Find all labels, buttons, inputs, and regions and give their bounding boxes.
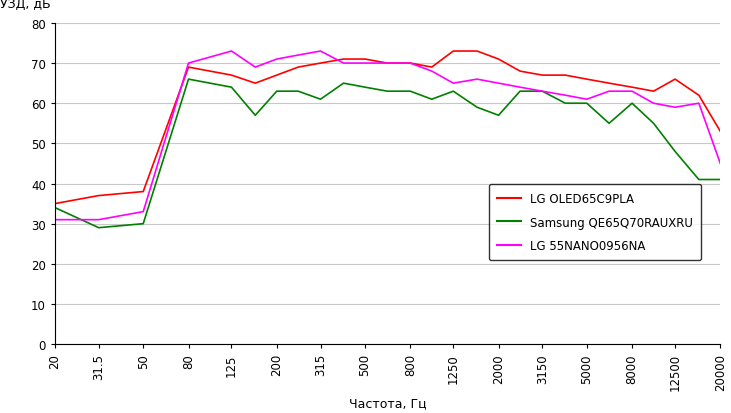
LG 55NANO0956NA: [406, 62, 414, 66]
LG OLED65C9PLA: [428, 65, 436, 70]
Samsung QE65Q70RAUXRU: [294, 90, 303, 95]
Samsung QE65Q70RAUXRU: [227, 85, 236, 90]
LG 55NANO0956NA: [670, 105, 679, 110]
Samsung QE65Q70RAUXRU: [473, 105, 482, 110]
LG OLED65C9PLA: [538, 74, 547, 78]
Line: Samsung QE65Q70RAUXRU: Samsung QE65Q70RAUXRU: [55, 80, 720, 228]
LG 55NANO0956NA: [561, 93, 569, 98]
LG 55NANO0956NA: [294, 53, 303, 58]
LG OLED65C9PLA: [494, 57, 503, 62]
LG OLED65C9PLA: [716, 130, 724, 135]
Samsung QE65Q70RAUXRU: [538, 90, 547, 95]
Samsung QE65Q70RAUXRU: [406, 90, 414, 95]
Samsung QE65Q70RAUXRU: [251, 114, 260, 119]
LG OLED65C9PLA: [561, 74, 569, 78]
Samsung QE65Q70RAUXRU: [383, 90, 392, 95]
LG 55NANO0956NA: [428, 69, 436, 74]
LG 55NANO0956NA: [360, 62, 369, 66]
LG OLED65C9PLA: [139, 190, 148, 195]
LG 55NANO0956NA: [494, 81, 503, 86]
LG OLED65C9PLA: [251, 81, 260, 86]
LG 55NANO0956NA: [605, 90, 613, 95]
Samsung QE65Q70RAUXRU: [360, 85, 369, 90]
Samsung QE65Q70RAUXRU: [428, 97, 436, 102]
LG 55NANO0956NA: [94, 218, 103, 223]
Samsung QE65Q70RAUXRU: [716, 178, 724, 183]
Samsung QE65Q70RAUXRU: [94, 225, 103, 230]
LG OLED65C9PLA: [583, 78, 591, 83]
LG 55NANO0956NA: [316, 50, 325, 55]
LG OLED65C9PLA: [670, 78, 679, 83]
LG 55NANO0956NA: [538, 90, 547, 95]
LG OLED65C9PLA: [406, 62, 414, 66]
Samsung QE65Q70RAUXRU: [561, 102, 569, 107]
LG 55NANO0956NA: [227, 50, 236, 55]
LG OLED65C9PLA: [694, 93, 703, 98]
Legend: LG OLED65C9PLA, Samsung QE65Q70RAUXRU, LG 55NANO0956NA: LG OLED65C9PLA, Samsung QE65Q70RAUXRU, L…: [488, 184, 701, 261]
LG 55NANO0956NA: [273, 57, 281, 62]
LG 55NANO0956NA: [694, 102, 703, 107]
LG 55NANO0956NA: [716, 161, 724, 166]
LG 55NANO0956NA: [383, 62, 392, 66]
LG 55NANO0956NA: [628, 90, 637, 95]
LG OLED65C9PLA: [273, 74, 281, 78]
LG OLED65C9PLA: [339, 57, 348, 62]
Y-axis label: УЗД, дБ: УЗД, дБ: [0, 0, 50, 11]
LG 55NANO0956NA: [649, 102, 658, 107]
LG OLED65C9PLA: [649, 90, 658, 95]
LG 55NANO0956NA: [449, 81, 458, 86]
X-axis label: Частота, Гц: Частота, Гц: [349, 396, 426, 409]
Samsung QE65Q70RAUXRU: [50, 206, 59, 211]
LG 55NANO0956NA: [339, 62, 348, 66]
LG OLED65C9PLA: [473, 50, 482, 55]
Samsung QE65Q70RAUXRU: [694, 178, 703, 183]
LG OLED65C9PLA: [628, 85, 637, 90]
Samsung QE65Q70RAUXRU: [184, 78, 193, 83]
LG OLED65C9PLA: [294, 65, 303, 70]
LG OLED65C9PLA: [50, 202, 59, 206]
Samsung QE65Q70RAUXRU: [628, 102, 637, 107]
Samsung QE65Q70RAUXRU: [449, 90, 458, 95]
LG 55NANO0956NA: [583, 97, 591, 102]
LG 55NANO0956NA: [184, 62, 193, 66]
LG OLED65C9PLA: [449, 50, 458, 55]
Line: LG OLED65C9PLA: LG OLED65C9PLA: [55, 52, 720, 204]
Samsung QE65Q70RAUXRU: [494, 114, 503, 119]
LG OLED65C9PLA: [360, 57, 369, 62]
LG OLED65C9PLA: [515, 69, 524, 74]
LG OLED65C9PLA: [316, 62, 325, 66]
Samsung QE65Q70RAUXRU: [139, 222, 148, 227]
Samsung QE65Q70RAUXRU: [339, 81, 348, 86]
LG 55NANO0956NA: [50, 218, 59, 223]
LG OLED65C9PLA: [383, 62, 392, 66]
Samsung QE65Q70RAUXRU: [583, 102, 591, 107]
LG OLED65C9PLA: [94, 194, 103, 199]
Samsung QE65Q70RAUXRU: [649, 121, 658, 126]
LG 55NANO0956NA: [515, 85, 524, 90]
LG OLED65C9PLA: [184, 65, 193, 70]
LG 55NANO0956NA: [473, 78, 482, 83]
Samsung QE65Q70RAUXRU: [515, 90, 524, 95]
LG 55NANO0956NA: [251, 65, 260, 70]
Samsung QE65Q70RAUXRU: [273, 90, 281, 95]
LG 55NANO0956NA: [139, 210, 148, 215]
Samsung QE65Q70RAUXRU: [605, 121, 613, 126]
Samsung QE65Q70RAUXRU: [316, 97, 325, 102]
Samsung QE65Q70RAUXRU: [670, 150, 679, 154]
Line: LG 55NANO0956NA: LG 55NANO0956NA: [55, 52, 720, 220]
LG OLED65C9PLA: [227, 74, 236, 78]
LG OLED65C9PLA: [605, 81, 613, 86]
